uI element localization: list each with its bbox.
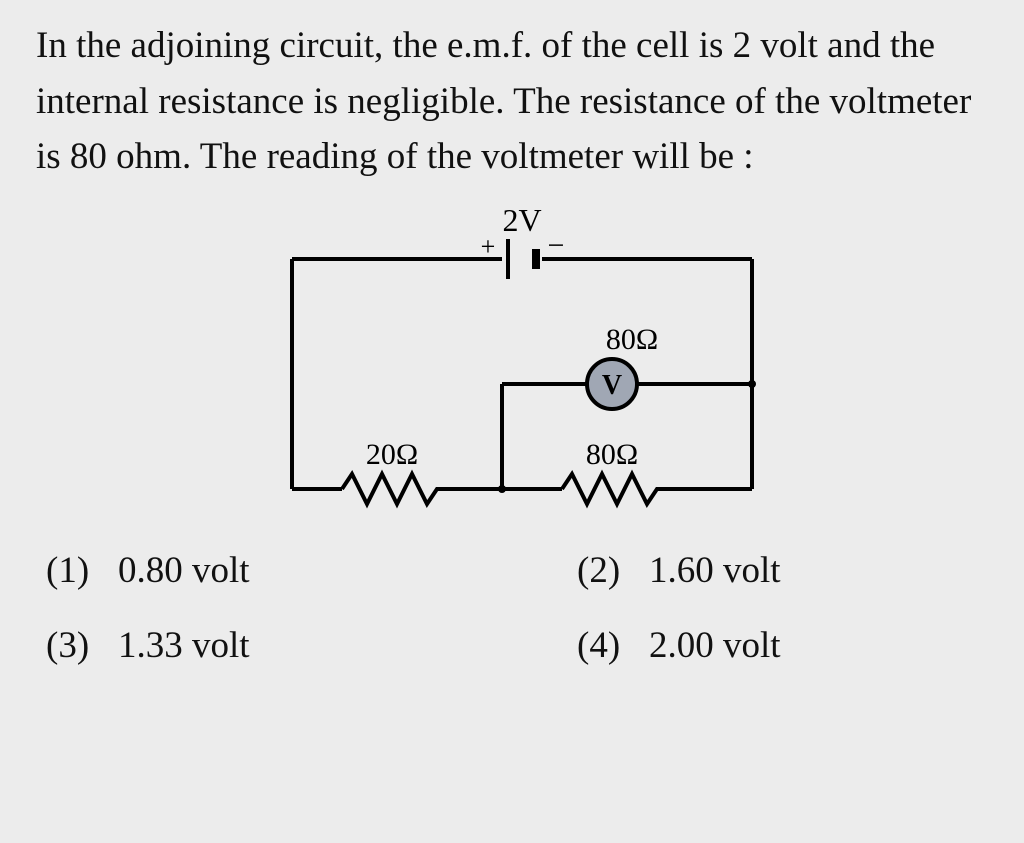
answer-options: (1) 0.80 volt (2) 1.60 volt (3) 1.33 vol… [46,549,988,667]
option-1[interactable]: (1) 0.80 volt [46,549,457,592]
option-4-text: 2.00 volt [649,624,781,667]
voltmeter: V [587,359,637,409]
question-page: In the adjoining circuit, the e.m.f. of … [0,0,1024,677]
resistor-r1 [342,474,442,504]
resistor-r2 [562,474,662,504]
option-3[interactable]: (3) 1.33 volt [46,624,457,667]
option-4[interactable]: (4) 2.00 volt [577,624,988,667]
r1-label: 20Ω [366,438,418,471]
option-1-text: 0.80 volt [118,549,250,592]
plus-label: + [481,232,496,261]
option-3-num: (3) [46,624,104,667]
option-3-text: 1.33 volt [118,624,250,667]
option-2[interactable]: (2) 1.60 volt [577,549,988,592]
r2-label: 80Ω [586,438,638,471]
voltmeter-letter: V [602,370,622,401]
circuit-svg: 2V + − 20Ω 80Ω [232,189,792,529]
option-4-num: (4) [577,624,635,667]
emf-label: 2V [502,202,541,238]
option-2-num: (2) [577,549,635,592]
circuit-diagram: 2V + − 20Ω 80Ω [36,189,988,529]
battery: 2V + − [481,202,565,279]
option-2-text: 1.60 volt [649,549,781,592]
option-1-num: (1) [46,549,104,592]
voltmeter-resistance-label: 80Ω [606,323,658,356]
minus-label: − [548,229,565,262]
question-text: In the adjoining circuit, the e.m.f. of … [36,18,988,185]
